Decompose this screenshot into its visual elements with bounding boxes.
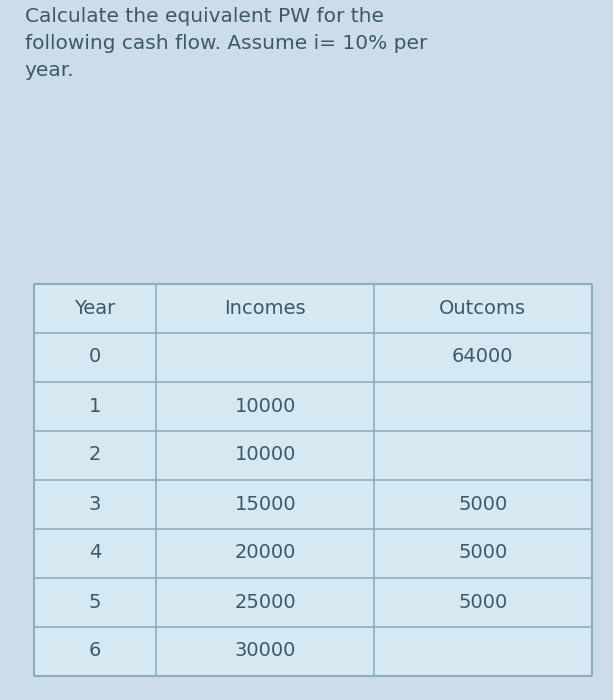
Text: 2: 2 <box>89 445 101 465</box>
Text: Year: Year <box>74 298 116 318</box>
Text: Outcoms: Outcoms <box>440 298 527 318</box>
Text: 64000: 64000 <box>452 347 514 367</box>
Text: 0: 0 <box>89 347 101 367</box>
Text: 20000: 20000 <box>235 543 296 563</box>
Text: 3: 3 <box>89 494 101 514</box>
Text: 1: 1 <box>89 396 101 416</box>
Text: 6: 6 <box>89 641 101 661</box>
FancyBboxPatch shape <box>34 284 592 676</box>
Text: 5000: 5000 <box>458 543 508 563</box>
Text: 5000: 5000 <box>458 592 508 612</box>
Text: 25000: 25000 <box>234 592 296 612</box>
Text: 5000: 5000 <box>458 494 508 514</box>
Text: 5: 5 <box>89 592 101 612</box>
Text: 30000: 30000 <box>235 641 296 661</box>
Text: 15000: 15000 <box>234 494 296 514</box>
Text: 10000: 10000 <box>235 396 296 416</box>
Text: 4: 4 <box>89 543 101 563</box>
Text: 10000: 10000 <box>235 445 296 465</box>
Text: Calculate the equivalent PW for the
following cash flow. Assume i= 10% per
year.: Calculate the equivalent PW for the foll… <box>25 7 427 80</box>
Text: Incomes: Incomes <box>224 298 306 318</box>
